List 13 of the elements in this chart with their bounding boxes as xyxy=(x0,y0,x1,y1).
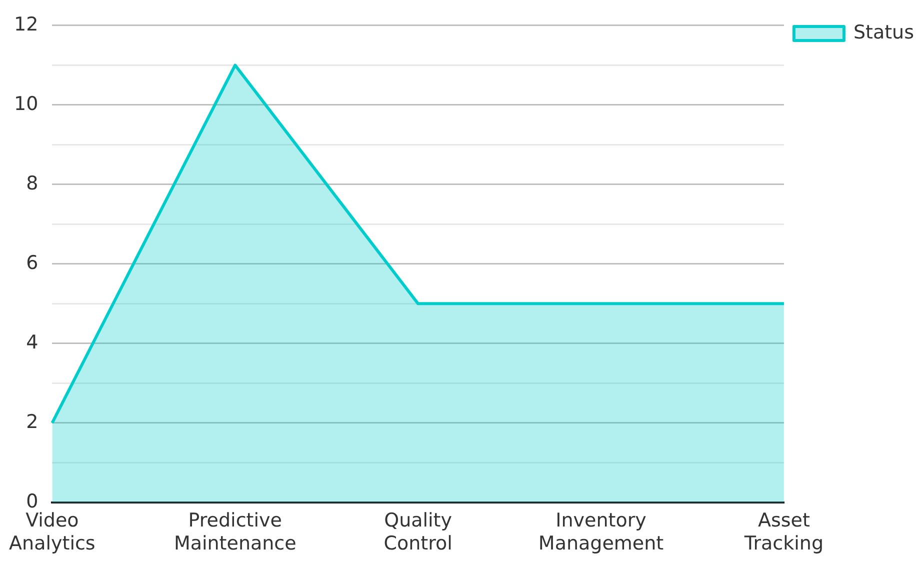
y-tick-label: 10 xyxy=(14,92,38,115)
x-tick-label: Asset Tracking xyxy=(743,510,824,555)
y-tick-label: 0 xyxy=(26,490,38,512)
x-tick-label: Quality Control xyxy=(384,510,452,555)
x-tick-label: Predictive Maintenance xyxy=(174,510,296,555)
x-tick-label: Inventory Management xyxy=(538,510,664,555)
y-tick-label: 8 xyxy=(26,172,38,194)
y-tick-label: 6 xyxy=(26,252,38,274)
legend-label: Status xyxy=(853,21,914,44)
y-tick-label: 12 xyxy=(14,13,38,36)
x-tick-label: Video Analytics xyxy=(9,510,96,555)
y-tick-label: 4 xyxy=(26,331,38,354)
y-tick-label: 2 xyxy=(26,410,38,433)
